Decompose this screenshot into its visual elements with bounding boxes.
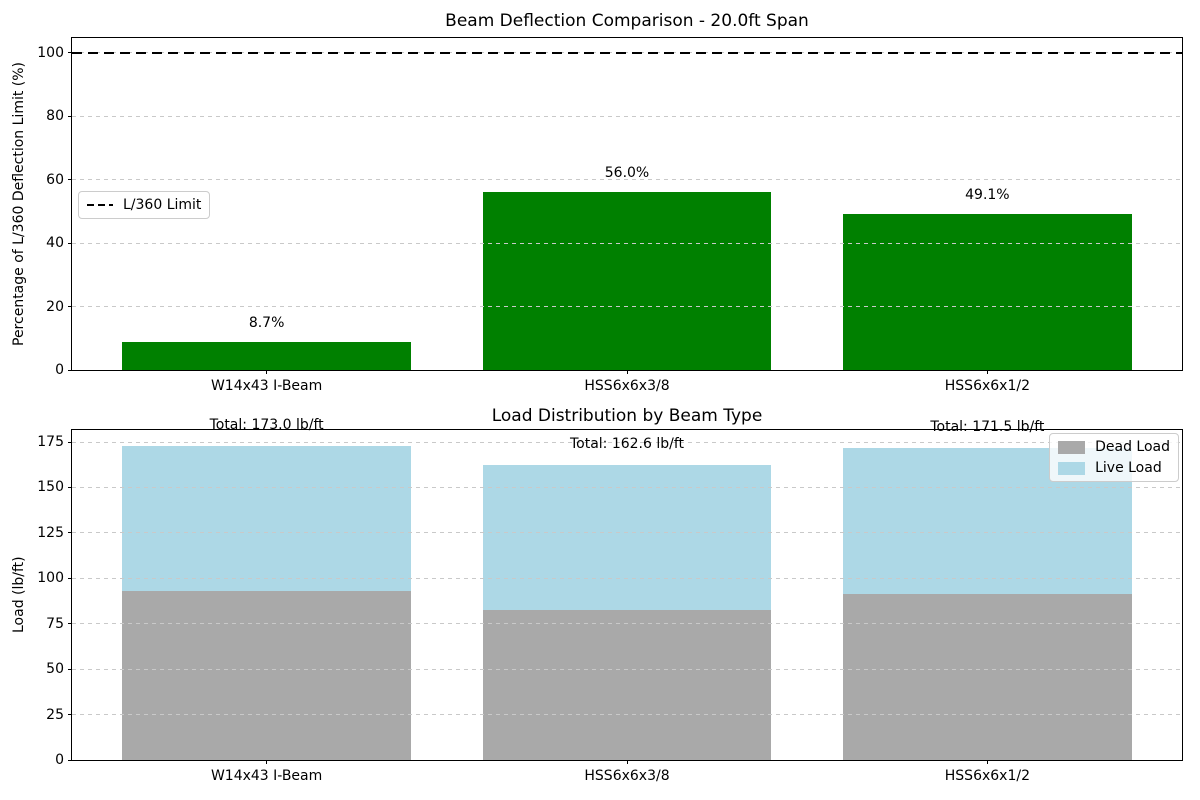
x-tick xyxy=(266,370,268,374)
bar-segment-live-load xyxy=(482,464,772,610)
total-label: Total: 162.6 lb/ft xyxy=(569,435,685,452)
gridline-y-20 xyxy=(72,306,1182,308)
gridline-y-125 xyxy=(72,532,1182,534)
color-swatch xyxy=(1058,461,1086,475)
plot-area-load: 0 25 50 75 100 125 150 175 W14x43 I-Beam HSS6x6x3… xyxy=(37,417,1183,784)
bar-segment-dead-load xyxy=(843,593,1132,760)
y-tick-label: 100 xyxy=(37,570,64,587)
legend-label: Dead Load xyxy=(1095,439,1170,455)
y-tick-label: 20 xyxy=(46,298,64,315)
gridline-y-175 xyxy=(72,441,1182,443)
y-tick xyxy=(68,486,72,488)
y-tick-label: 100 xyxy=(37,44,64,61)
bar-w14x43-i-beam xyxy=(122,342,411,370)
plot-area-deflection: 0 20 40 60 80 100 W14x43 I-Beam HSS6x6x3/8 HSS6x… xyxy=(37,37,1183,394)
y-tick-label: 0 xyxy=(55,752,64,768)
value-label: 56.0% xyxy=(604,165,650,182)
gridline-y-25 xyxy=(72,714,1182,716)
x-tick xyxy=(986,370,988,374)
y-tick xyxy=(68,52,72,54)
y-tick-label: 150 xyxy=(37,479,64,496)
gridline-y-40 xyxy=(72,242,1182,244)
y-tick-label: 50 xyxy=(46,661,64,678)
y-tick-label: 25 xyxy=(46,706,64,723)
y-tick xyxy=(68,441,72,443)
legend-item-l-360-limit: L/360 Limit xyxy=(87,197,201,213)
value-label: 49.1% xyxy=(965,187,1010,204)
bar-hss6x6x1-2 xyxy=(843,214,1132,370)
bar-segment-dead-load xyxy=(482,609,772,760)
y-tick-label: 75 xyxy=(46,615,64,632)
y-tick-label: 80 xyxy=(46,108,64,125)
gridline-y-75 xyxy=(72,623,1182,625)
x-tick-label-w14x43-i-beam: W14x43 I-Beam xyxy=(210,378,323,394)
x-tick-label-hss6x6x3-8: HSS6x6x3/8 xyxy=(584,768,670,784)
gridline-y-80 xyxy=(72,115,1182,117)
y-tick xyxy=(68,306,72,308)
y-tick xyxy=(68,714,72,716)
y-tick xyxy=(68,577,72,579)
y-tick xyxy=(68,179,72,181)
gridline-y-150 xyxy=(72,486,1182,488)
legend-item-dead-load: Dead Load xyxy=(1058,439,1170,455)
bar-hss6x6x3-8 xyxy=(482,192,772,370)
x-tick-label-hss6x6x1-2: HSS6x6x1/2 xyxy=(944,768,1030,784)
x-tick-label-hss6x6x3-8: HSS6x6x3/8 xyxy=(584,378,670,394)
y-tick xyxy=(68,759,72,761)
chart-title: Load Distribution by Beam Type xyxy=(491,406,763,426)
y-tick xyxy=(68,532,72,534)
limit-line xyxy=(72,51,1182,54)
y-tick-label: 60 xyxy=(46,171,64,188)
y-tick-label: 125 xyxy=(37,524,64,541)
y-tick-label: 175 xyxy=(37,434,64,450)
x-tick xyxy=(626,370,628,374)
bar-segment-dead-load xyxy=(122,591,411,760)
y-tick-label: 0 xyxy=(55,362,64,378)
y-tick xyxy=(68,369,72,371)
legend-label: Live Load xyxy=(1095,460,1162,476)
x-tick xyxy=(266,760,268,764)
legend-item-live-load: Live Load xyxy=(1058,460,1170,476)
x-tick xyxy=(626,760,628,764)
gridline-y-60 xyxy=(72,179,1182,181)
legend: L/360 Limit xyxy=(78,191,211,219)
y-tick xyxy=(68,115,72,117)
total-label: Total: 171.5 lb/ft xyxy=(930,419,1045,436)
legend-label: L/360 Limit xyxy=(123,197,202,213)
value-label: 8.7% xyxy=(248,315,285,332)
color-swatch xyxy=(1058,440,1086,454)
x-tick-label-hss6x6x1-2: HSS6x6x1/2 xyxy=(944,378,1030,394)
gridline-y-100 xyxy=(72,577,1182,579)
chart-title: Beam Deflection Comparison - 20.0ft Span xyxy=(445,11,809,31)
y-tick-label: 40 xyxy=(46,235,64,252)
gridline-y-50 xyxy=(72,668,1182,670)
y-tick xyxy=(68,242,72,244)
x-tick xyxy=(986,760,988,764)
y-axis-label: Percentage of L/360 Deflection Limit (%) xyxy=(11,62,27,347)
y-tick xyxy=(68,623,72,625)
legend: Dead Load Live Load xyxy=(1049,433,1179,482)
dashed-line-swatch xyxy=(87,204,113,206)
y-tick xyxy=(68,668,72,670)
bar-segment-live-load xyxy=(122,445,411,592)
x-tick-label-w14x43-i-beam: W14x43 I-Beam xyxy=(210,768,323,784)
total-label: Total: 173.0 lb/ft xyxy=(209,416,324,433)
